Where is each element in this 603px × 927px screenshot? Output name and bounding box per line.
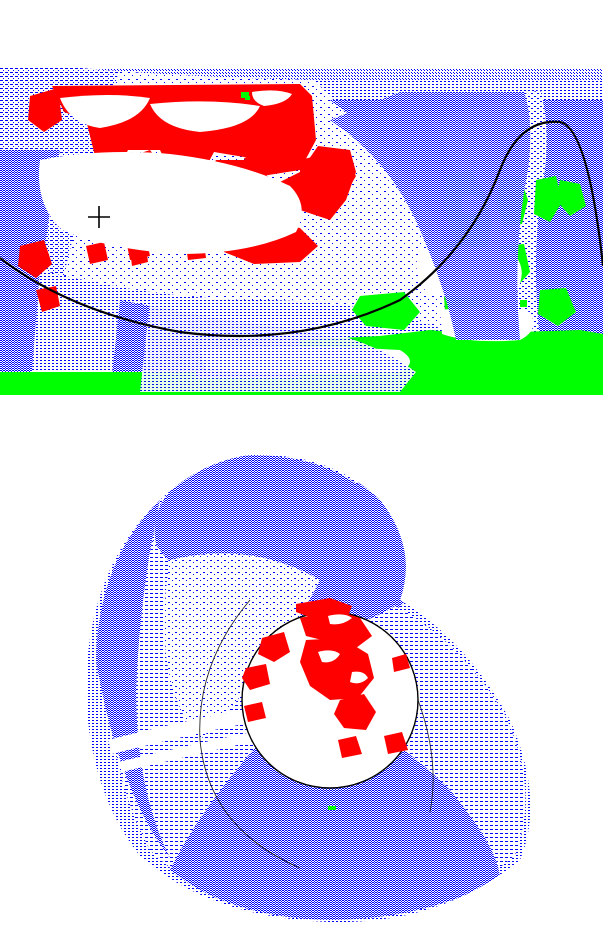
globe-red-10 [296, 598, 352, 618]
contour-valley-core [140, 300, 416, 392]
globe-limb-arc-right [417, 699, 434, 813]
green-speck-2 [245, 96, 250, 100]
green-region-blob-8 [538, 288, 576, 326]
globe-red-3 [334, 694, 376, 730]
map-projection-panel [0, 0, 603, 430]
contour-overlay-top [140, 92, 531, 392]
void-upper-mid [150, 101, 260, 132]
globe-void-1 [318, 650, 340, 663]
contour-band-top-edge [80, 68, 603, 80]
crosshair-marker [88, 206, 110, 228]
globe-red-7 [338, 736, 362, 758]
red-region-9 [86, 242, 108, 264]
globe-voids [318, 614, 368, 684]
globe-region-group [242, 598, 410, 758]
red-region-10 [130, 246, 148, 266]
globe-red-6 [244, 702, 266, 722]
globe-red-2 [300, 638, 374, 700]
void-upper-speck [252, 90, 292, 106]
globe-projection-canvas [0, 430, 603, 927]
globe-red-8 [384, 732, 408, 754]
red-region-12 [300, 150, 356, 200]
red-region-5 [18, 240, 52, 278]
globe-red-5 [242, 664, 270, 690]
green-region-blob-9 [556, 180, 586, 216]
globe-limb-arc [199, 599, 301, 869]
green-region-blob-3 [534, 176, 562, 222]
globe-void-3 [328, 614, 352, 625]
map-projection-canvas [0, 68, 603, 395]
globe-red-9 [392, 654, 410, 672]
terminator-arc [0, 120, 603, 338]
globe-projection-panel [0, 430, 603, 927]
globe-green-tick [328, 806, 336, 810]
shell-band-right-rim [352, 470, 409, 608]
globe-void-2 [350, 671, 368, 684]
globe-red-4 [258, 632, 290, 662]
void-upper-left [60, 95, 150, 128]
green-speck-1 [241, 92, 249, 98]
void-central [38, 152, 302, 254]
green-speck-4 [520, 300, 527, 307]
contour-swirl-core [330, 92, 531, 340]
shell-band-left-rim [96, 500, 170, 858]
green-region-blob-6 [352, 292, 420, 330]
globe-red-1 [300, 610, 372, 648]
red-region-4 [28, 88, 62, 132]
